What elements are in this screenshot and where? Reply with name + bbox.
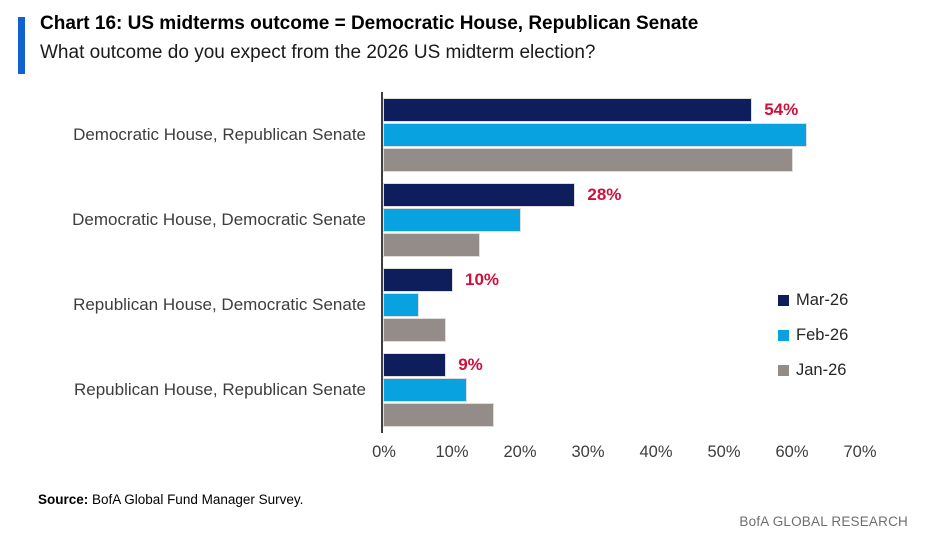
category-label: Republican House, Democratic Senate [73, 294, 366, 314]
source-text: BofA Global Fund Manager Survey. [88, 492, 304, 507]
value-label: 10% [465, 269, 500, 289]
legend-swatch-icon [778, 365, 789, 376]
chart-subtitle: What outcome do you expect from the 2026… [40, 42, 596, 63]
x-axis-tick: 10% [435, 443, 469, 461]
bar-group: Democratic House, Democratic Senate 28% [0, 178, 926, 263]
legend-item-feb-26: Feb-26 [778, 326, 848, 345]
source-note: Source: BofA Global Fund Manager Survey. [38, 492, 303, 507]
legend-item-mar-26: Mar-26 [778, 291, 848, 310]
bar-group: Democratic House, Republican Senate 54% [0, 93, 926, 178]
bar-group: Republican House, Democratic Senate 10% [0, 263, 926, 348]
bar-group: Republican House, Republican Senate 9% [0, 347, 926, 432]
category-label: Democratic House, Republican Senate [73, 125, 366, 145]
bar-cluster: 9% [384, 347, 926, 432]
x-axis-tick: 70% [843, 443, 877, 461]
x-axis-tick: 20% [503, 443, 537, 461]
legend-swatch-icon [778, 295, 789, 306]
legend-item-jan-26: Jan-26 [778, 361, 848, 380]
bar-feb-26 [384, 378, 466, 401]
bar-jan-26 [384, 403, 493, 426]
bar-feb-26 [384, 209, 520, 232]
bar-mar-26 [384, 268, 452, 291]
x-axis-ticks: 0% 10% 20% 30% 40% 50% 60% 70% [0, 443, 926, 465]
bar-mar-26 [384, 353, 446, 376]
x-axis-tick: 50% [707, 443, 741, 461]
value-label: 28% [587, 185, 622, 205]
legend-label: Mar-26 [796, 291, 849, 309]
bar-feb-26 [384, 124, 806, 147]
legend-label: Jan-26 [796, 361, 847, 379]
title-accent-bar [18, 17, 25, 74]
legend: Mar-26 Feb-26 Jan-26 [778, 291, 848, 380]
category-label: Republican House, Republican Senate [73, 379, 366, 399]
legend-swatch-icon [778, 330, 789, 341]
chart-title: Chart 16: US midterms outcome = Democrat… [40, 13, 699, 34]
source-label: Source: [38, 492, 89, 507]
bar-jan-26 [384, 318, 446, 341]
bar-mar-26 [384, 99, 752, 122]
x-axis-tick: 0% [372, 443, 396, 461]
bar-mar-26 [384, 184, 575, 207]
branding: BofA GLOBAL RESEARCH [739, 514, 908, 529]
y-axis-line [381, 92, 383, 433]
bar-jan-26 [384, 234, 480, 257]
bar-jan-26 [384, 149, 792, 172]
value-label: 54% [764, 100, 799, 120]
bar-cluster: 10% [384, 263, 926, 348]
category-label: Democratic House, Democratic Senate [72, 210, 366, 230]
x-axis-tick: 40% [639, 443, 673, 461]
bar-feb-26 [384, 293, 418, 316]
x-axis-tick: 60% [775, 443, 809, 461]
value-label: 9% [458, 354, 483, 374]
x-axis-tick: 30% [571, 443, 605, 461]
legend-label: Feb-26 [796, 326, 849, 344]
bar-rows: Democratic House, Republican Senate 54% De… [0, 93, 926, 432]
bar-cluster: 28% [384, 178, 926, 263]
bar-cluster: 54% [384, 93, 926, 178]
